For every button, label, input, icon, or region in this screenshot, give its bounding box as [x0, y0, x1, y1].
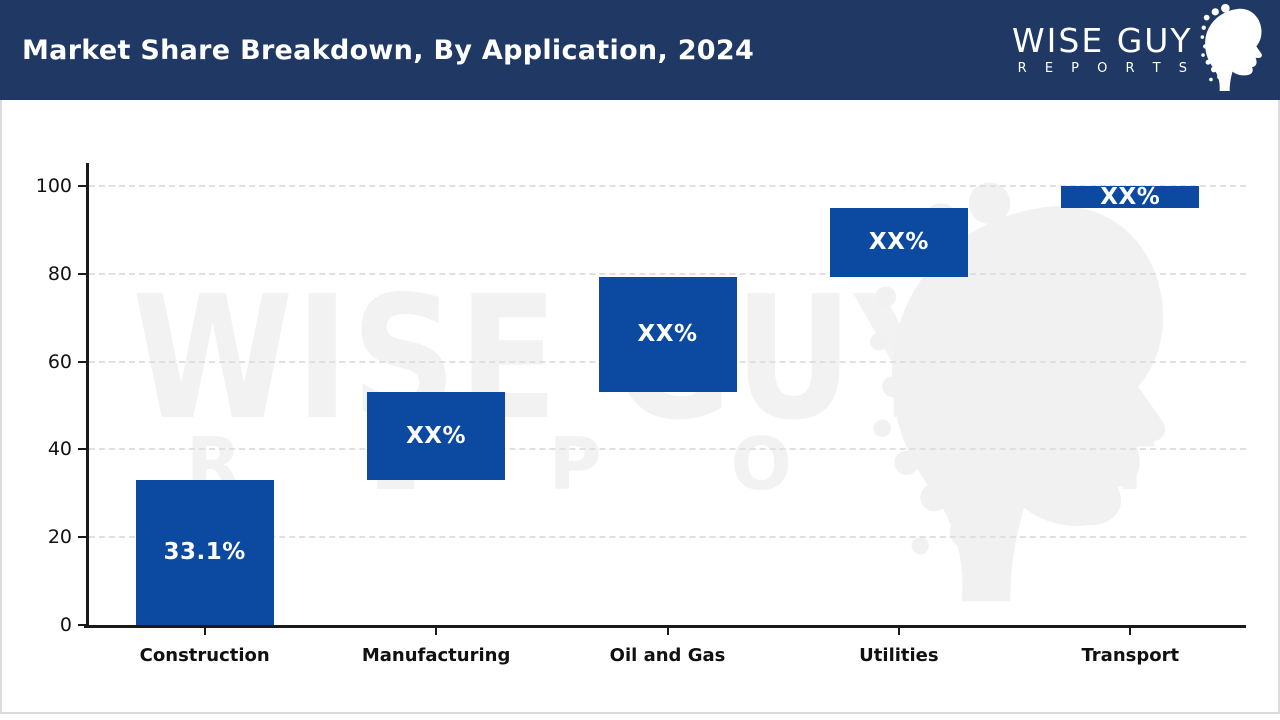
x-tick-label-construction: Construction	[139, 645, 270, 666]
plot-area: 0 20 40 60 80 100 33.1% Construction XX% Manufact…	[0, 100, 1280, 720]
gridline-100	[89, 185, 1246, 187]
gridline-40	[89, 448, 1246, 450]
x-tick-transport	[1129, 628, 1132, 635]
bar-oil-and-gas: XX%	[598, 276, 737, 392]
y-tick-label-20: 20	[47, 526, 72, 548]
bar-construction: 33.1%	[135, 479, 274, 625]
image-border-left	[0, 100, 2, 714]
x-tick-label-utilities: Utilities	[859, 645, 939, 666]
x-tick-label-transport: Transport	[1081, 645, 1180, 666]
wiseguy-logo: WISE GUY R E P O R T S	[1011, 0, 1270, 100]
gridline-20	[89, 536, 1246, 538]
y-axis-spine	[86, 163, 89, 628]
logo-text: WISE GUY R E P O R T S	[1011, 20, 1194, 77]
chart-canvas: WISE GUY R E P O R T S 0 20 40 60 80 100 33.1%…	[0, 100, 1280, 720]
y-tick-20	[78, 536, 87, 538]
wiseguy-face-watermark-icon	[870, 182, 1166, 602]
y-tick-label-60: 60	[47, 351, 72, 373]
bar-manufacturing: XX%	[367, 391, 506, 480]
bar-value-label-utilities: XX%	[868, 229, 929, 256]
y-tick-60	[78, 361, 87, 363]
y-tick-0	[78, 624, 87, 626]
gridline-80	[89, 273, 1246, 275]
x-tick-manufacturing	[435, 628, 438, 635]
y-tick-100	[78, 185, 87, 187]
x-tick-oil-and-gas	[666, 628, 669, 635]
page-title: Market Share Breakdown, By Application, …	[22, 34, 755, 66]
y-tick-label-100: 100	[35, 175, 72, 197]
y-tick-40	[78, 448, 87, 450]
logo-tagline: R E P O R T S	[1017, 61, 1194, 77]
image-border-bottom	[0, 712, 1280, 714]
bar-value-label-manufacturing: XX%	[406, 422, 467, 449]
image-border-right	[1278, 100, 1280, 714]
y-tick-label-0: 0	[59, 614, 72, 636]
x-axis-spine	[84, 625, 1246, 628]
x-tick-utilities	[897, 628, 900, 635]
logo-name: WISE GUY	[1012, 20, 1193, 60]
bar-transport: XX%	[1061, 183, 1200, 210]
y-tick-label-40: 40	[47, 438, 72, 460]
y-tick-label-80: 80	[47, 263, 72, 285]
x-tick-label-manufacturing: Manufacturing	[361, 645, 511, 666]
wiseguy-face-icon	[1200, 3, 1262, 92]
x-tick-construction	[203, 628, 206, 635]
y-tick-80	[78, 273, 87, 275]
header-band: Market Share Breakdown, By Application, …	[0, 0, 1280, 100]
bar-value-label-oil-and-gas: XX%	[637, 321, 698, 348]
watermark-name: WISE GUY	[132, 260, 963, 458]
x-tick-label-oil-and-gas: Oil and Gas	[609, 645, 726, 666]
bar-value-label-construction: 33.1%	[163, 539, 246, 566]
bar-utilities: XX%	[829, 207, 968, 277]
bar-value-label-transport: XX%	[1100, 183, 1161, 210]
